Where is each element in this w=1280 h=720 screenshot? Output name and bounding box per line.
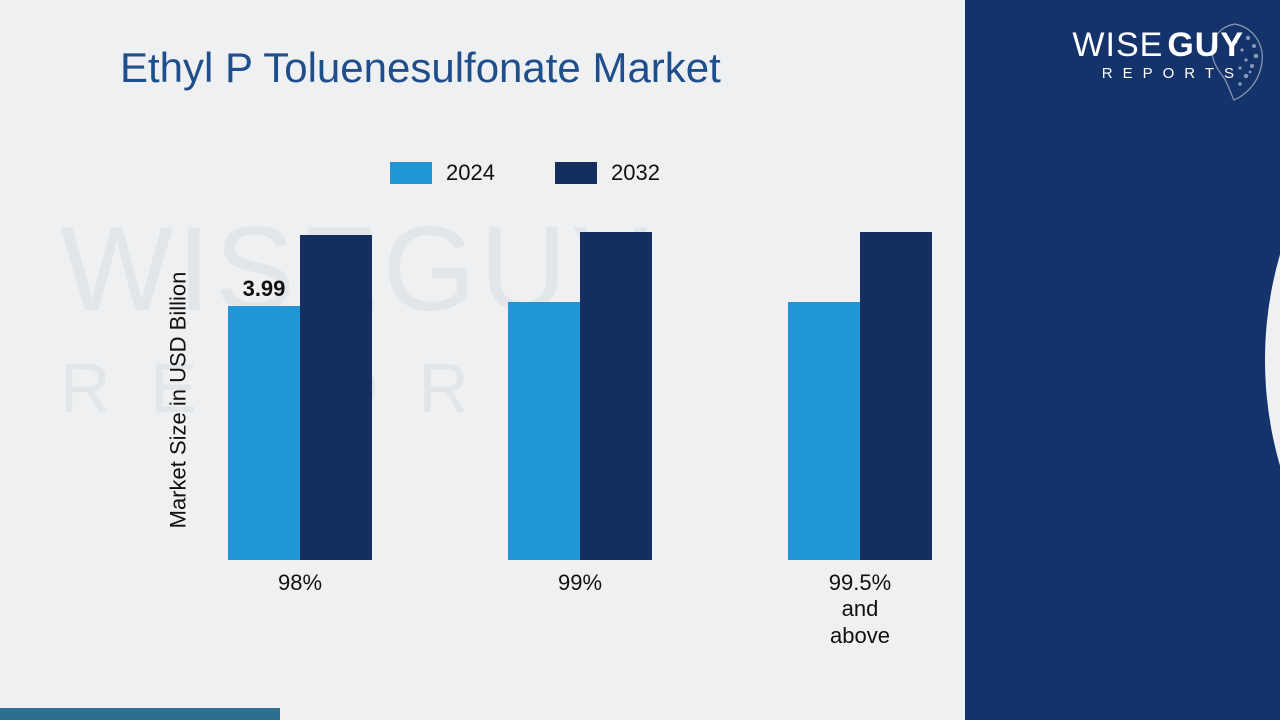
x-category-label: 99% xyxy=(490,570,670,596)
footer-accent-bar xyxy=(0,708,280,720)
chart-area: Market Size in USD Billion 2024 2032 3.9… xyxy=(100,160,950,640)
bar-2024 xyxy=(508,302,580,560)
bar-2032 xyxy=(300,235,372,560)
x-category-label: 99.5%andabove xyxy=(770,570,950,649)
bar-value-label: 3.99 xyxy=(243,276,286,302)
bar-2032 xyxy=(580,232,652,560)
bar-2024: 3.99 xyxy=(228,306,300,560)
legend-swatch-2024 xyxy=(390,162,432,184)
bar-group: 99.5%andabove xyxy=(780,232,940,560)
x-category-label: 98% xyxy=(210,570,390,596)
legend-label-2032: 2032 xyxy=(611,160,660,186)
brand-subtitle: REPORTS xyxy=(1072,66,1244,81)
brand-word-2: GUY xyxy=(1167,26,1244,64)
chart-title: Ethyl P Toluenesulfonate Market xyxy=(120,44,721,92)
legend-label-2024: 2024 xyxy=(446,160,495,186)
circle-cutout xyxy=(1265,0,1280,720)
brand-word-1: WISE xyxy=(1072,26,1163,64)
legend-swatch-2032 xyxy=(555,162,597,184)
bar-group: 3.9998% xyxy=(220,235,380,560)
right-panel xyxy=(965,0,1280,720)
bar-2024 xyxy=(788,302,860,560)
plot-area: 3.9998% 99% 99.5%andabove xyxy=(160,210,950,560)
bar-group: 99% xyxy=(500,232,660,560)
bar-2032 xyxy=(860,232,932,560)
legend: 2024 2032 xyxy=(100,160,950,186)
brand-logo: WISEGUY REPORTS xyxy=(1072,28,1244,81)
chart-canvas: WISEGUY REPORTS Ethyl P Toluenesulfonate… xyxy=(0,0,1280,720)
legend-item-2032: 2032 xyxy=(555,160,660,186)
legend-item-2024: 2024 xyxy=(390,160,495,186)
